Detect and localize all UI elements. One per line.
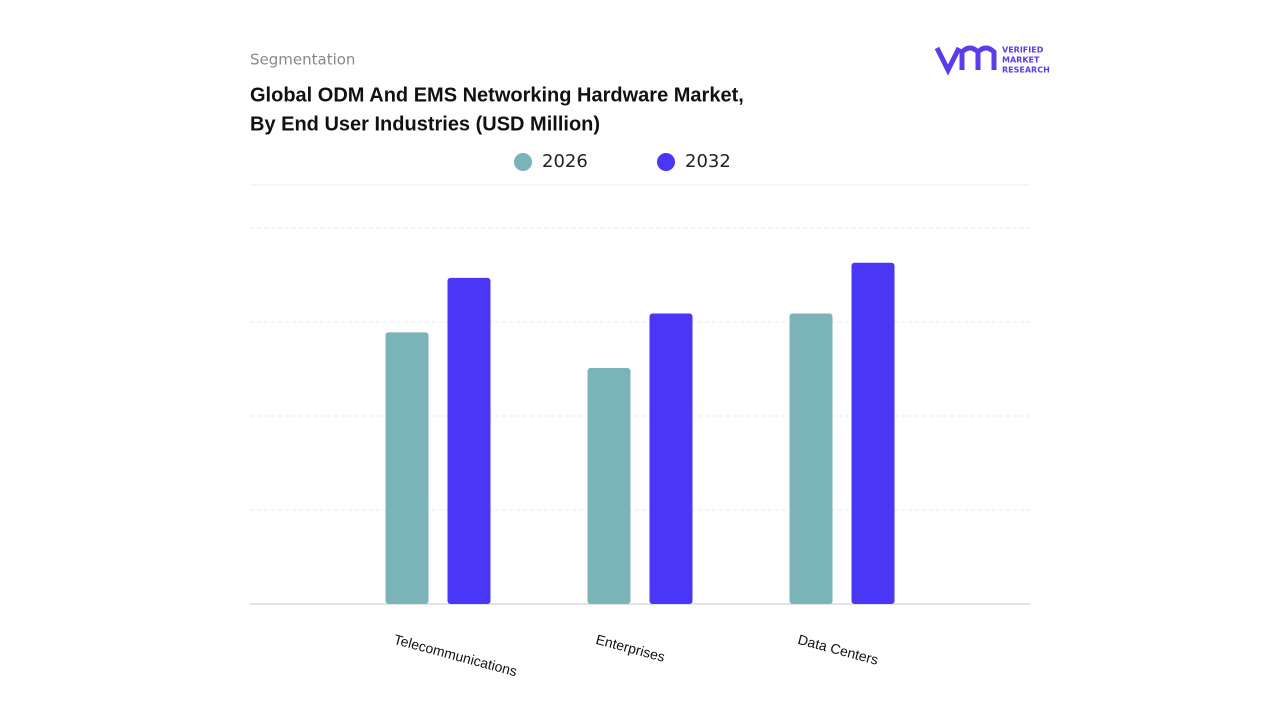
x-tick-label: Telecommunications bbox=[392, 631, 519, 679]
logo-text: RESEARCH bbox=[1002, 66, 1050, 75]
bar bbox=[851, 262, 895, 604]
logo-text: VERIFIED bbox=[1002, 46, 1044, 55]
legend-label: 2026 bbox=[542, 151, 588, 172]
bar bbox=[447, 277, 491, 604]
bar bbox=[385, 332, 429, 604]
x-tick-label: Enterprises bbox=[594, 631, 667, 665]
bar bbox=[587, 368, 631, 604]
logo: VERIFIED MARKET RESEARCH bbox=[934, 45, 1050, 76]
x-tick-label: Data Centers bbox=[796, 631, 880, 668]
logo-mark bbox=[934, 45, 997, 76]
logo-text: MARKET bbox=[1002, 56, 1040, 65]
bar bbox=[649, 313, 693, 604]
subtitle: Segmentation bbox=[250, 51, 355, 69]
legend-label: 2032 bbox=[685, 151, 731, 172]
legend-swatch bbox=[514, 153, 532, 171]
legend-swatch bbox=[657, 153, 675, 171]
chart-title: Global ODM And EMS Networking Hardware M… bbox=[250, 84, 744, 106]
chart-title: By End User Industries (USD Million) bbox=[250, 113, 600, 135]
bar bbox=[789, 313, 833, 604]
